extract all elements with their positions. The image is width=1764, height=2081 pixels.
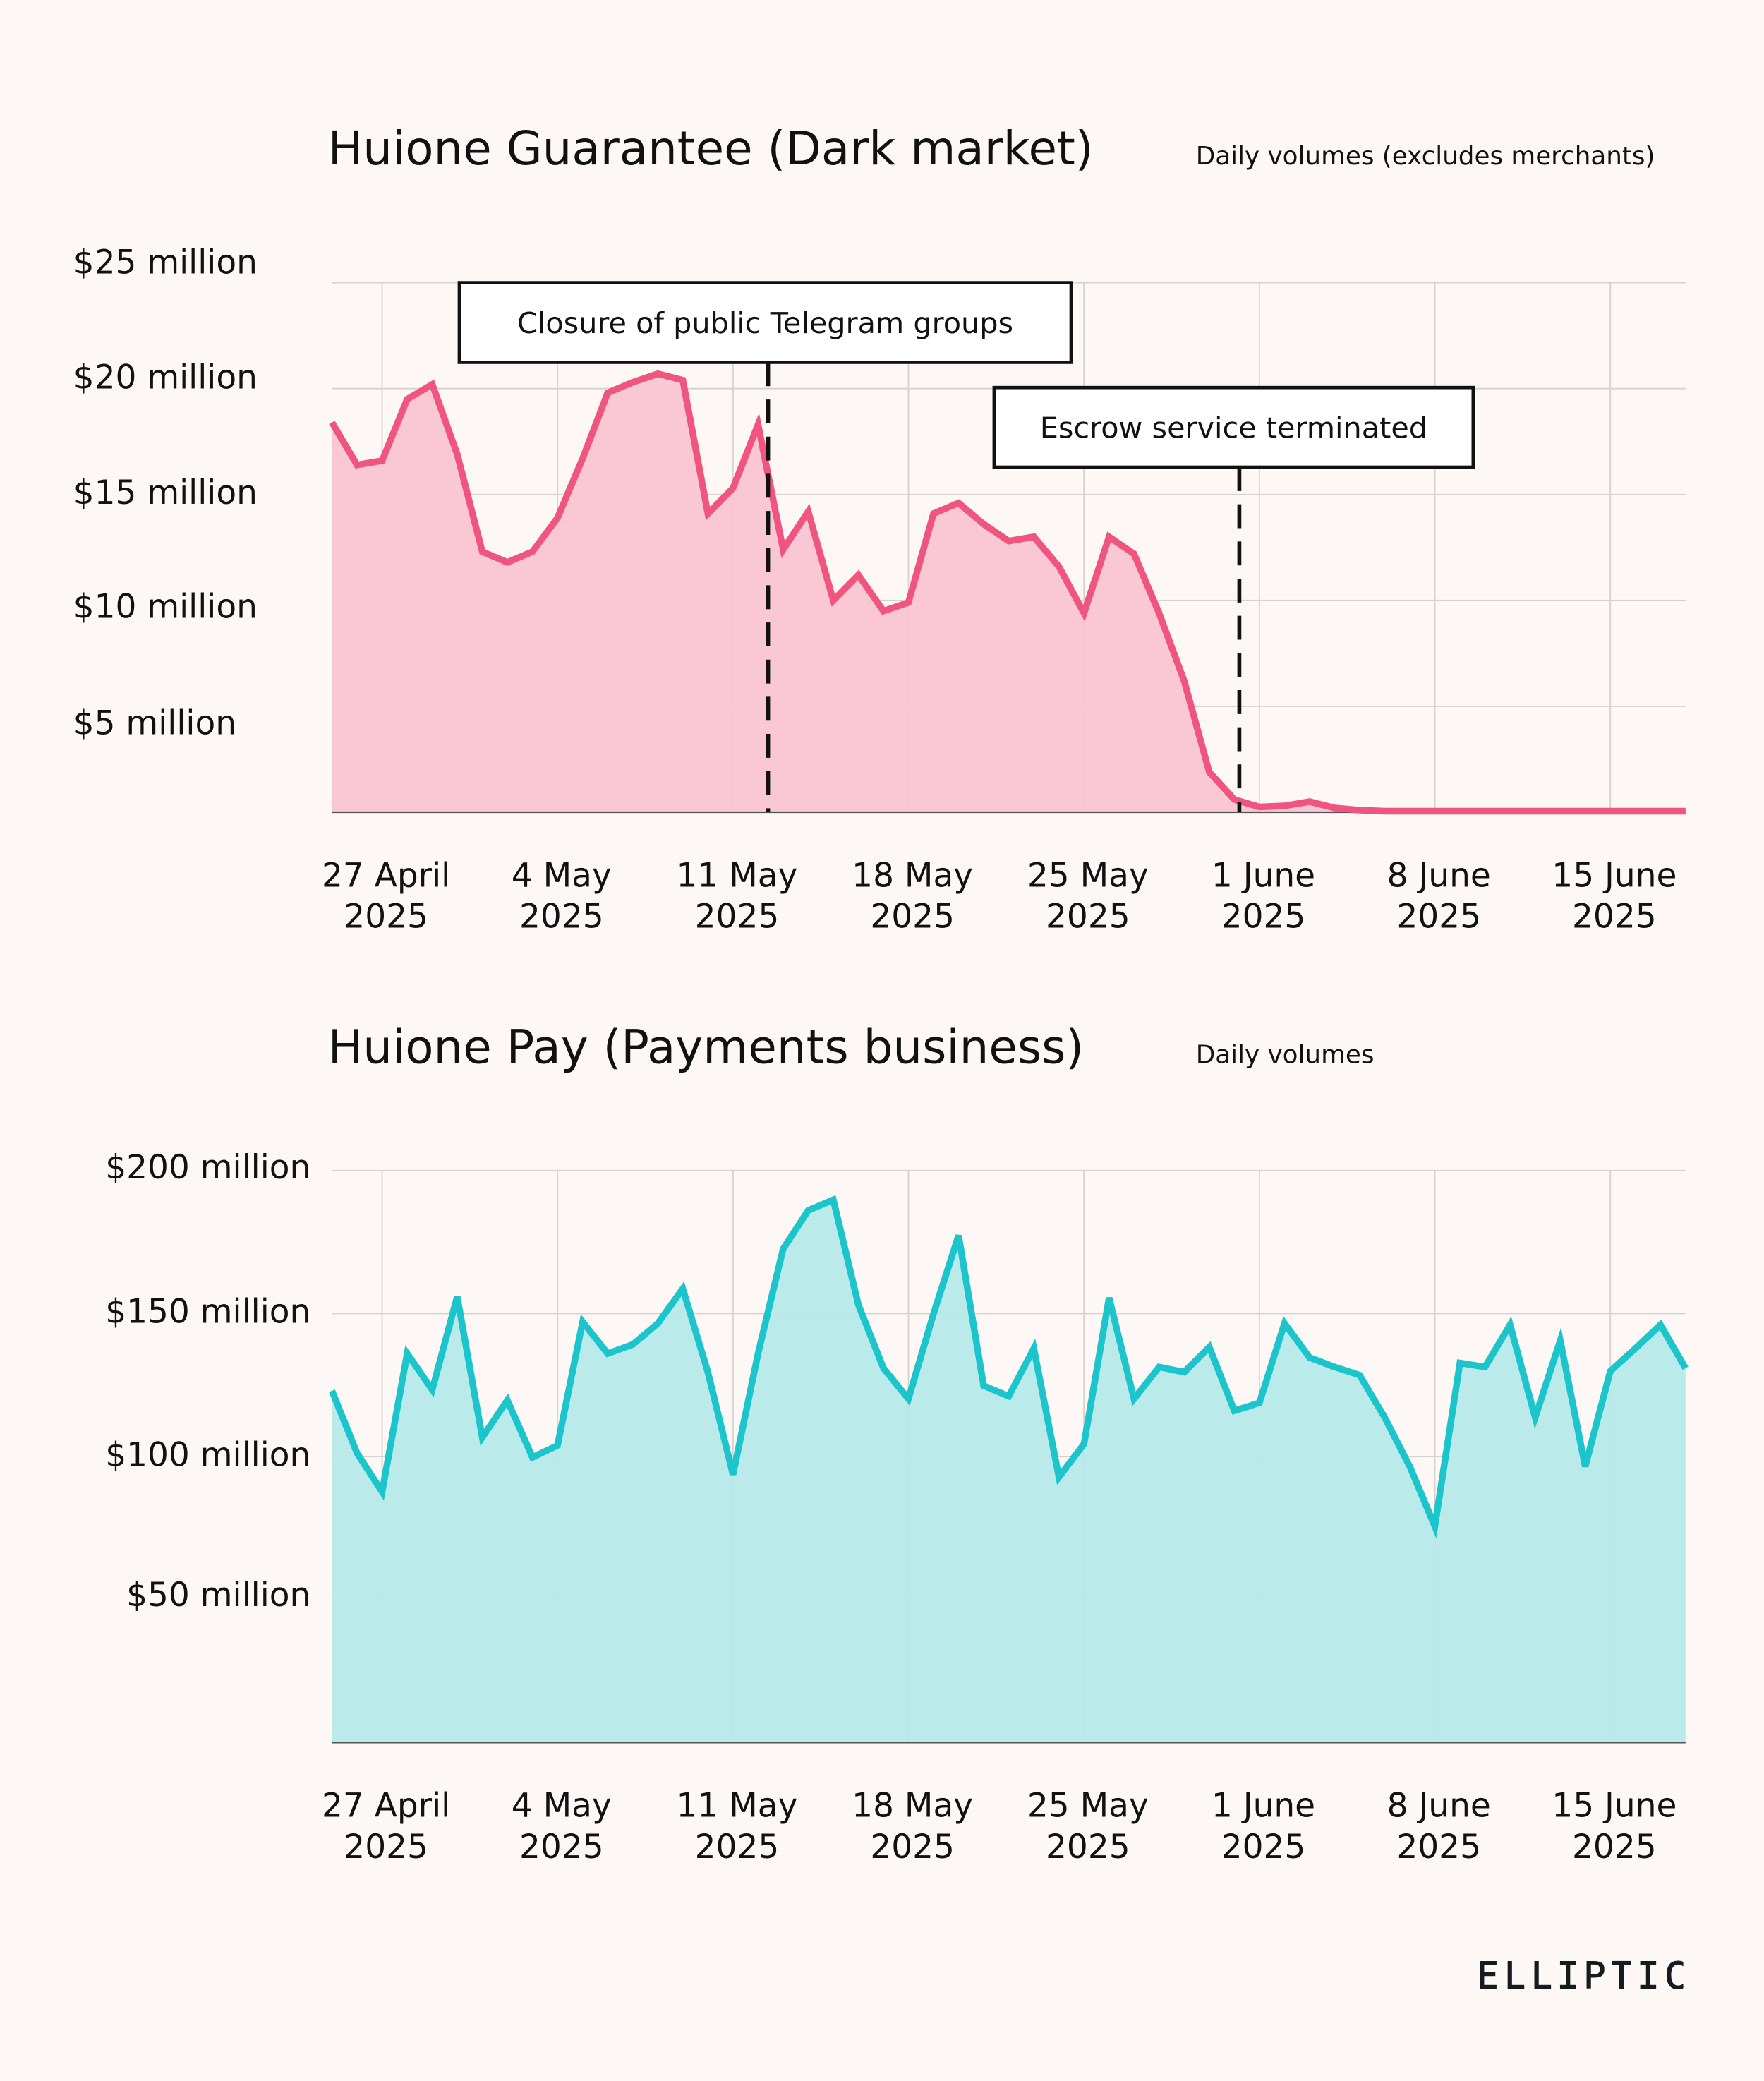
x-tick-year: 2025	[870, 1828, 955, 1866]
series-area	[332, 1200, 1686, 1743]
x-tick-year: 2025	[1396, 1828, 1481, 1866]
x-tick-label: 8 June	[1387, 1787, 1491, 1826]
x-tick-label: 8 June	[1387, 856, 1491, 895]
x-tick-year: 2025	[1046, 898, 1130, 936]
annotation-label: Escrow service terminated	[1040, 411, 1427, 445]
annotation-label: Closure of public Telegram groups	[517, 306, 1013, 340]
x-tick-label: 25 May	[1027, 1787, 1149, 1826]
x-tick-year: 2025	[519, 1828, 604, 1866]
annotation-box	[992, 385, 1475, 469]
x-tick-year: 2025	[1572, 898, 1657, 936]
y-tick-label: $100 million	[105, 1435, 310, 1474]
x-tick-label: 1 June	[1212, 1787, 1315, 1826]
x-tick-year: 2025	[1572, 1828, 1657, 1866]
x-tick-label: 4 May	[512, 1787, 612, 1826]
huione-pay-chart: Huione Pay (Payments business) Daily vol…	[105, 1020, 1689, 1866]
huione-guarantee-chart: Huione Guarantee (Dark market) Daily vol…	[73, 121, 1686, 936]
x-tick-year: 2025	[1221, 1828, 1306, 1866]
chart-subtitle: Daily volumes	[1196, 1040, 1375, 1069]
x-tick-label: 11 May	[677, 856, 798, 895]
x-tick-year: 2025	[344, 1828, 428, 1866]
chart-title: Huione Pay (Payments business)	[328, 1020, 1084, 1074]
y-tick-label: $5 million	[73, 704, 236, 742]
x-tick-year: 2025	[695, 1828, 780, 1866]
y-tick-label: $150 million	[105, 1293, 310, 1332]
chart-title: Huione Guarantee (Dark market)	[328, 121, 1094, 176]
y-tick-label: $15 million	[73, 473, 258, 512]
y-tick-label: $200 million	[105, 1148, 310, 1187]
y-tick-label: $20 million	[73, 358, 258, 397]
x-tick-year: 2025	[870, 898, 955, 936]
x-tick-label: 18 May	[852, 1787, 973, 1826]
x-tick-label: 15 June	[1552, 1787, 1677, 1826]
x-tick-year: 2025	[695, 898, 780, 936]
x-tick-label: 11 May	[677, 1787, 798, 1826]
x-tick-label: 27 April	[322, 856, 450, 895]
x-tick-label: 15 June	[1552, 856, 1677, 895]
x-tick-label: 18 May	[852, 856, 973, 895]
x-tick-label: 25 May	[1027, 856, 1149, 895]
y-tick-label: $50 million	[126, 1576, 310, 1615]
x-tick-label: 1 June	[1212, 856, 1315, 895]
x-tick-year: 2025	[1221, 898, 1306, 936]
series-area	[332, 373, 1686, 813]
y-tick-label: $10 million	[73, 587, 258, 626]
x-tick-label: 4 May	[512, 856, 612, 895]
x-tick-label: 27 April	[322, 1787, 450, 1826]
x-tick-year: 2025	[519, 898, 604, 936]
x-tick-year: 2025	[1396, 898, 1481, 936]
elliptic-logo: ELLIPTIC	[1476, 1953, 1691, 1999]
y-tick-label: $25 million	[73, 243, 258, 282]
x-tick-year: 2025	[344, 898, 428, 936]
x-tick-year: 2025	[1046, 1828, 1130, 1866]
annotation-box	[457, 281, 1073, 364]
chart-subtitle: Daily volumes (excludes merchants)	[1196, 142, 1655, 171]
